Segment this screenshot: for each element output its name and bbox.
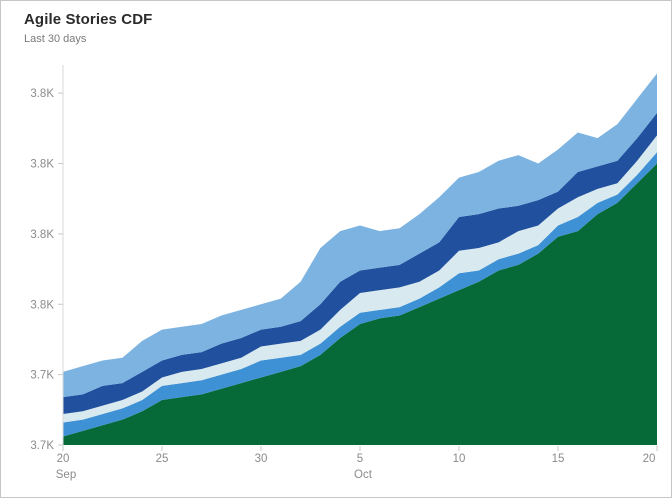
x-axis-month-label: Sep [56,469,76,481]
x-axis-tick-label: 5 [357,453,363,465]
y-axis-tick-label: 3.8K [30,88,54,100]
x-axis-tick-label: 20 [643,453,656,465]
chart-title: Agile Stories CDF [24,11,153,28]
x-axis-tick-label: 30 [255,453,268,465]
y-axis-tick-label: 3.7K [30,440,54,452]
area-light-blue-band[interactable] [63,73,657,398]
area-navy-band[interactable] [63,112,657,415]
x-axis-tick-label: 20 [57,453,70,465]
y-axis-tick-label: 3.8K [30,299,54,311]
x-axis-tick-label: 25 [156,453,169,465]
x-axis-tick-label: 15 [552,453,565,465]
chart-subtitle: Last 30 days [24,33,87,45]
x-axis-month-label: Oct [354,469,373,481]
y-axis-tick-label: 3.8K [30,229,54,241]
x-axis-tick-label: 10 [453,453,466,465]
y-axis-tick-label: 3.8K [30,159,54,171]
area-green-band[interactable] [63,163,657,445]
y-axis-tick-label: 3.7K [30,370,54,382]
